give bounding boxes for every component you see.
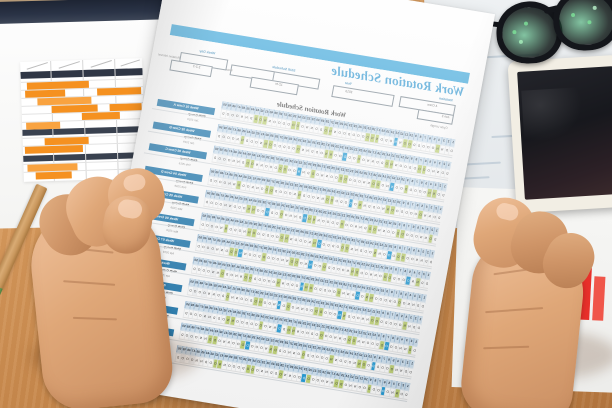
form-note-cycle: Cycle Length: [429, 123, 448, 131]
form-label-rotation: Rotation: [438, 96, 453, 103]
form-note-rotation-1: Rotation interval: [158, 52, 181, 60]
right-hand: [451, 188, 612, 408]
form-label-year: Year: [344, 80, 353, 87]
screen-glare: [521, 87, 585, 143]
form-box-year[interactable]: [331, 85, 395, 107]
tablet-device[interactable]: [507, 54, 612, 214]
gantt-chart: [20, 58, 146, 182]
